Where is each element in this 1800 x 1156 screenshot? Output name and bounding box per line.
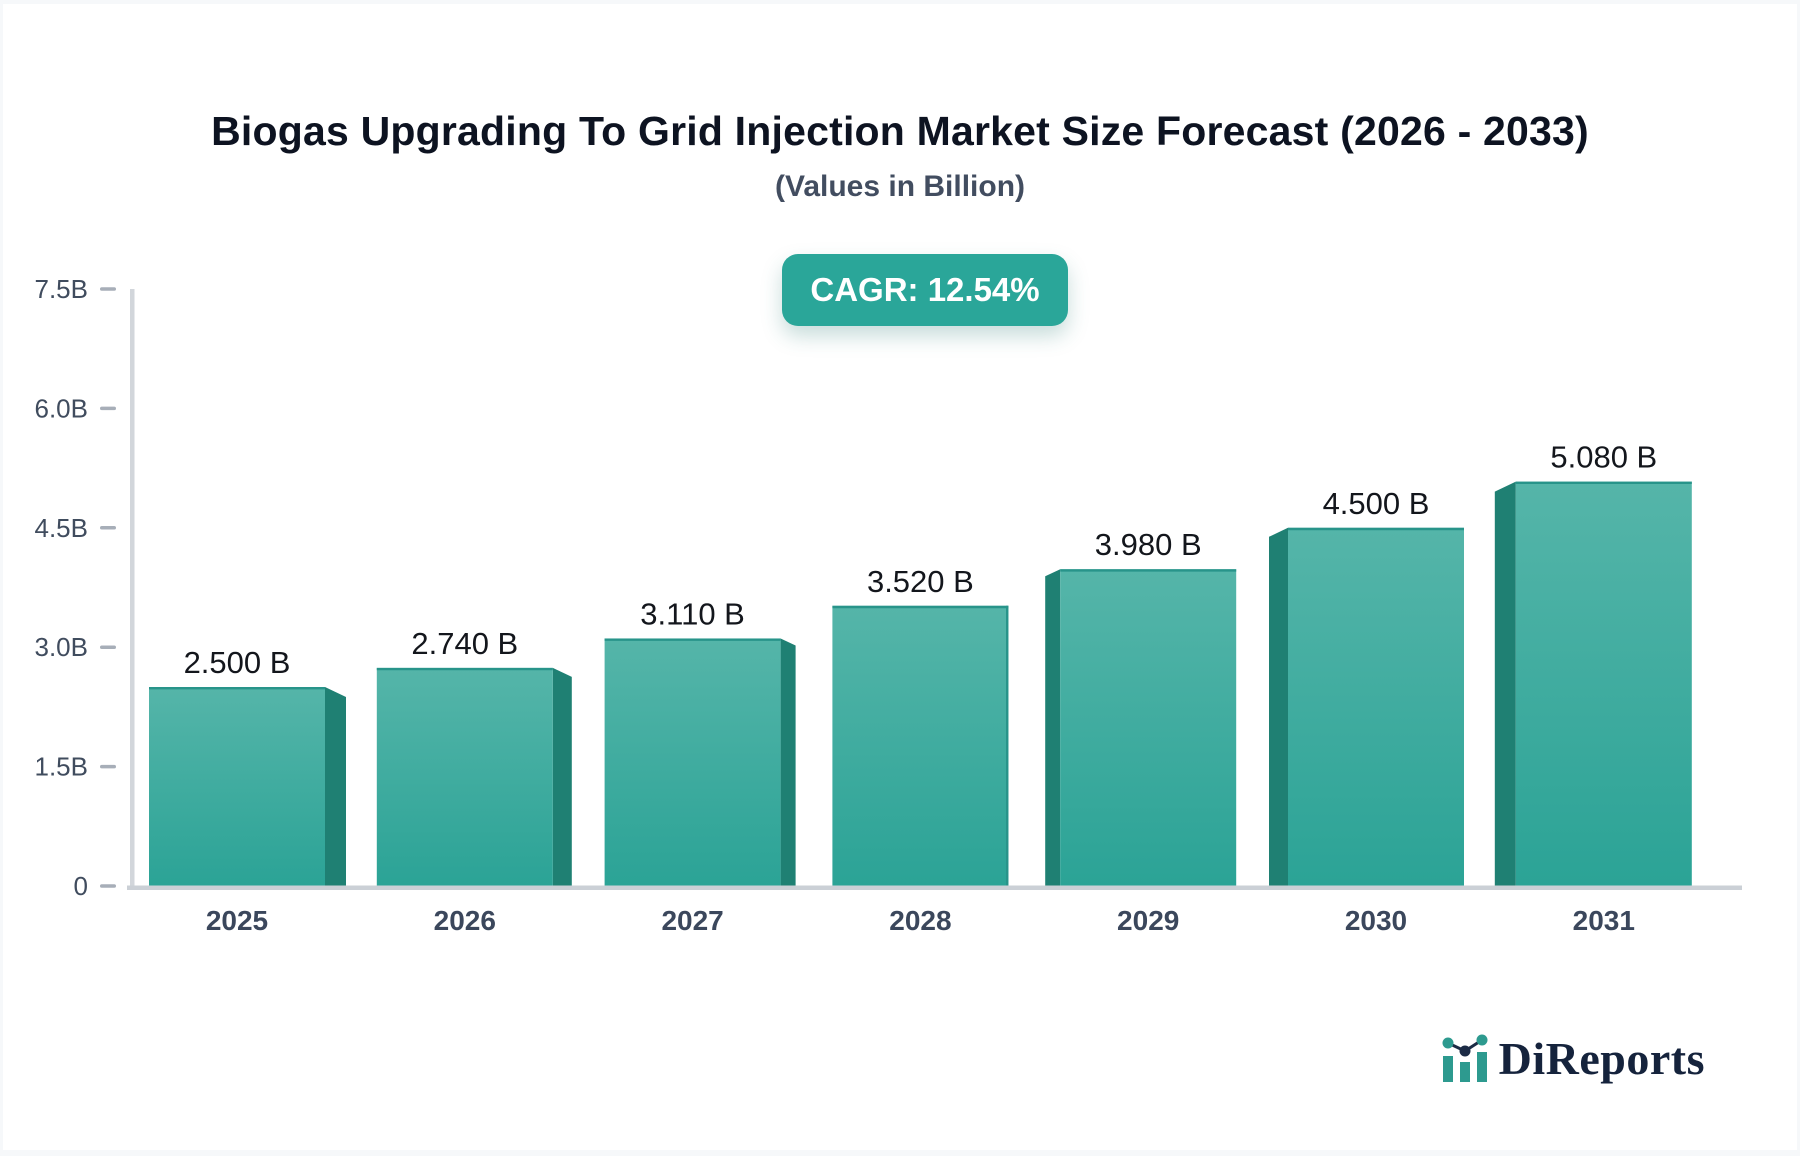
x-category-label: 2030 <box>1345 905 1407 936</box>
bar-value-label: 3.110 B <box>640 596 745 631</box>
bar-side-face <box>1045 569 1061 886</box>
y-tick-mark <box>100 884 116 888</box>
bar-2030[interactable] <box>1269 527 1464 886</box>
bar-value-label: 2.500 B <box>184 645 291 680</box>
bar-front-face <box>832 605 1009 886</box>
bar-value-label: 3.980 B <box>1095 527 1202 562</box>
bar-value-label: 2.740 B <box>411 626 518 661</box>
x-category-label: 2027 <box>661 905 723 936</box>
y-tick-mark <box>100 645 116 649</box>
cagr-badge: CAGR: 12.54% <box>782 254 1068 326</box>
y-axis-line <box>130 289 135 890</box>
cagr-badge-label: CAGR: 12.54% <box>810 271 1040 308</box>
x-category-label: 2028 <box>889 905 951 936</box>
y-tick-mark <box>100 287 116 291</box>
x-axis-line <box>127 885 1742 890</box>
bar-value-label: 5.080 B <box>1550 440 1657 475</box>
page: Biogas Upgrading To Grid Injection Marke… <box>3 4 1797 1150</box>
bar-2031[interactable] <box>1494 481 1692 886</box>
y-tick-label: 4.5B <box>35 513 89 543</box>
x-category-label: 2029 <box>1117 905 1179 936</box>
y-tick-mark <box>100 526 116 530</box>
bar-front-face <box>1288 527 1464 886</box>
y-tick-mark <box>100 406 116 411</box>
bar-front-face <box>1060 569 1237 886</box>
y-tick-label: 3.0B <box>35 632 89 662</box>
chart-title: Biogas Upgrading To Grid Injection Marke… <box>211 108 1589 154</box>
bar-2026[interactable] <box>376 667 572 886</box>
brand-logo[interactable]: DiReports <box>1439 1030 1705 1086</box>
bar-2027[interactable] <box>604 638 796 886</box>
y-tick-mark <box>100 764 116 769</box>
bar-value-label: 4.500 B <box>1323 486 1430 521</box>
y-tick-label: 7.5B <box>35 274 89 304</box>
x-category-label: 2031 <box>1573 905 1635 936</box>
x-category-label: 2026 <box>434 905 496 936</box>
bar-2029[interactable] <box>1045 569 1237 886</box>
bar-side-face <box>325 687 346 886</box>
bar-side-face <box>1494 481 1516 886</box>
bar-front-face <box>604 638 781 886</box>
bar-side-face <box>780 638 796 886</box>
bar-value-label: 3.520 B <box>867 564 974 599</box>
bar-front-face <box>149 687 325 886</box>
bar-front-face <box>1515 481 1692 886</box>
y-tick-label: 0 <box>74 871 88 901</box>
y-tick-label: 6.0B <box>35 393 89 423</box>
mini-bar-chart-icon <box>1442 1034 1488 1082</box>
y-tick-label: 1.5B <box>35 752 89 782</box>
x-category-label: 2025 <box>206 905 268 936</box>
bar-side-face <box>552 667 572 886</box>
chart-subtitle: (Values in Billion) <box>774 170 1026 203</box>
brand-logo-text: DiReports <box>1498 1032 1705 1084</box>
bar-2025[interactable] <box>149 687 346 886</box>
bar-front-face <box>376 667 553 886</box>
bar-side-face <box>1269 527 1288 886</box>
bar-2028[interactable] <box>832 605 1009 886</box>
